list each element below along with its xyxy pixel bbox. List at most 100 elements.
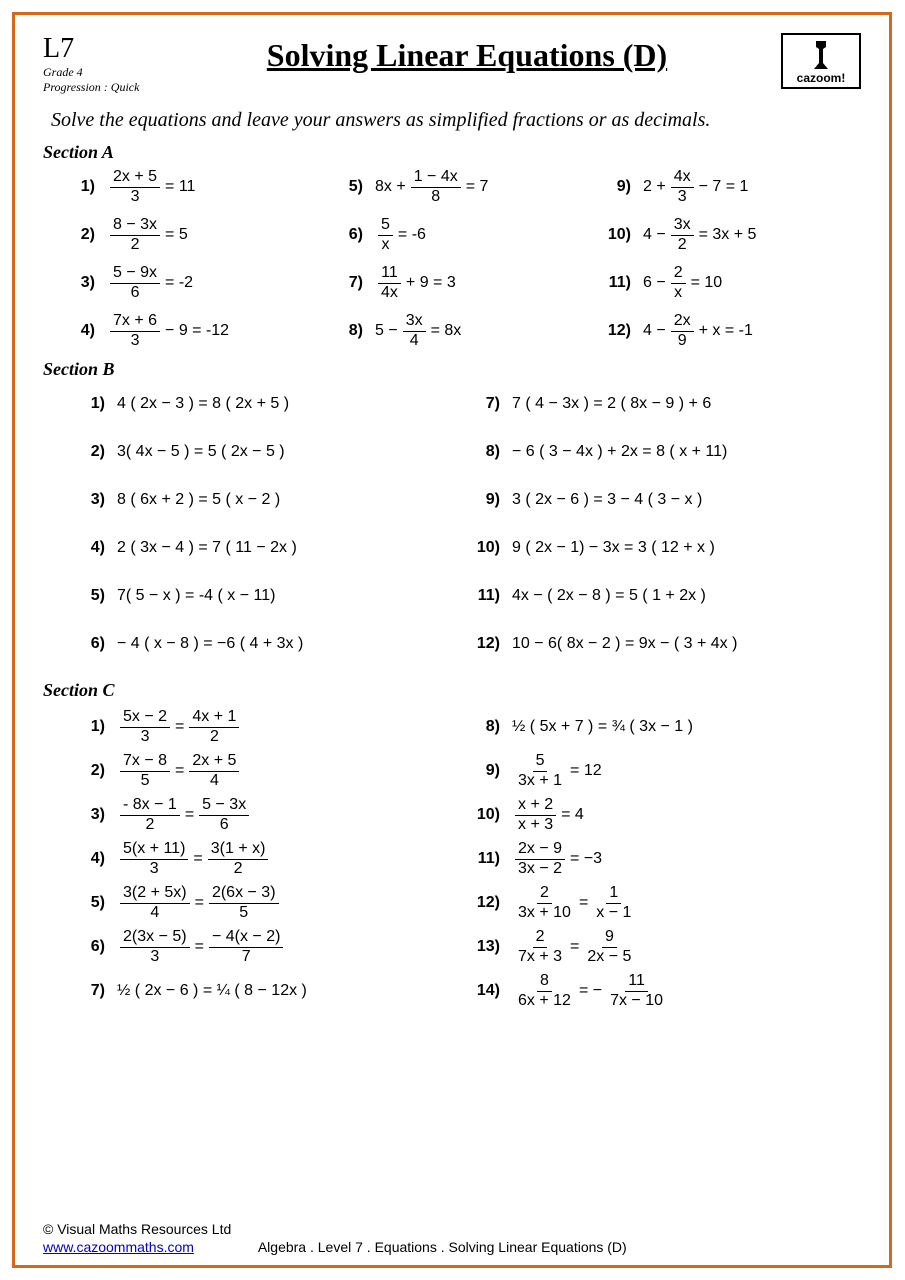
problem-number: 13) (466, 938, 500, 956)
problem: 6)2(3x − 5)3 = − 4(x − 2)7 (71, 925, 466, 969)
problem-equation: 114x+ 9 = 3 (375, 265, 456, 302)
page-title: Solving Linear Equations (D) (153, 37, 781, 74)
problem-equation: 86x + 12 = −117x − 10 (512, 973, 669, 1010)
problem: 12) 10 − 6( 8x − 2 ) = 9x − ( 3 + 4x ) (466, 624, 861, 664)
problem-number: 11) (466, 850, 500, 868)
problem-equation: 2x + 53= 11 (107, 169, 195, 206)
problem-number: 9) (597, 178, 631, 196)
logo-text: cazoom! (797, 71, 846, 85)
problem-number: 9) (466, 762, 500, 780)
problem-equation: 5x= -6 (375, 217, 426, 254)
problem-number: 4) (71, 850, 105, 868)
problem-equation: ½ ( 5x + 7 ) = ¾ ( 3x − 1 ) (512, 718, 693, 736)
problem-equation: 4 −2x9+ x = -1 (643, 313, 753, 350)
problem-number: 9) (466, 491, 500, 509)
problem-equation: 5 −3x4= 8x (375, 313, 461, 350)
problem-equation: 3(2 + 5x)4 = 2(6x − 3)5 (117, 885, 282, 922)
problem-number: 10) (466, 539, 500, 557)
problem-equation: 53x + 1= 12 (512, 753, 602, 790)
problem-number: 6) (71, 635, 105, 653)
problem-number: 8) (329, 322, 363, 340)
problem: 3)5 − 9x6= -2 (61, 263, 325, 303)
grade-label: Grade 4 (43, 65, 153, 80)
problem-equation: 2x − 93x − 2= −3 (512, 841, 602, 878)
problem-number: 5) (71, 587, 105, 605)
problem-number: 2) (61, 226, 95, 244)
problem-equation: 23x + 10 = 1x − 1 (512, 885, 637, 922)
problem: 3) - 8x − 12 = 5 − 3x6 (71, 793, 466, 837)
problem-number: 3) (71, 806, 105, 824)
problem: 10)4 −3x2= 3x + 5 (597, 215, 861, 255)
problem-equation: ½ ( 2x − 6 ) = ¼ ( 8 − 12x ) (117, 982, 307, 1000)
problem-number: 11) (466, 587, 500, 605)
problem: 4) 5(x + 11)3 = 3(1 + x)2 (71, 837, 466, 881)
section-b-grid: 1)4 ( 2x − 3 ) = 8 ( 2x + 5 )7) 7 ( 4 − 3… (71, 384, 861, 664)
problem-number: 7) (329, 274, 363, 292)
problem-number: 6) (329, 226, 363, 244)
problem-equation: 3 ( 2x − 6 ) = 3 − 4 ( 3 − x ) (512, 491, 702, 509)
problem-number: 4) (61, 322, 95, 340)
problem: 9) 53x + 1= 12 (466, 749, 861, 793)
problem-equation: 27x + 3 = 92x − 5 (512, 929, 637, 966)
problem-equation: 3( 4x − 5 ) = 5 ( 2x − 5 ) (117, 443, 285, 461)
problem-equation: 10 − 6( 8x − 2 ) = 9x − ( 3 + 4x ) (512, 635, 737, 653)
problem: 11)4x − ( 2x − 8 ) = 5 ( 1 + 2x ) (466, 576, 861, 616)
section-a-title: Section A (43, 142, 861, 163)
problem: 4) 2 ( 3x − 4 ) = 7 ( 11 − 2x ) (71, 528, 466, 568)
worksheet-page: L7 Grade 4 Progression : Quick Solving L… (12, 12, 892, 1268)
problem-equation: 7x + 63− 9 = -12 (107, 313, 229, 350)
problem-equation: - 8x − 12 = 5 − 3x6 (117, 797, 252, 834)
problem: 12)23x + 10 = 1x − 1 (466, 881, 861, 925)
problem-equation: 2 ( 3x − 4 ) = 7 ( 11 − 2x ) (117, 539, 297, 557)
problem: 1)4 ( 2x − 3 ) = 8 ( 2x + 5 ) (71, 384, 466, 424)
section-a-grid: 1)2x + 53= 115)8x +1 − 4x8= 79)2 +4x3− 7… (61, 167, 861, 351)
problem: 13) 27x + 3 = 92x − 5 (466, 925, 861, 969)
problem: 1)5x − 23 = 4x + 12 (71, 705, 466, 749)
problem: 7) 7 ( 4 − 3x ) = 2 ( 8x − 9 ) + 6 (466, 384, 861, 424)
problem-number: 12) (597, 322, 631, 340)
problem: 7) ½ ( 2x − 6 ) = ¼ ( 8 − 12x ) (71, 969, 466, 1013)
problem-number: 10) (597, 226, 631, 244)
problem-equation: 8x +1 − 4x8= 7 (375, 169, 488, 206)
problem: 2) 7x − 85 = 2x + 54 (71, 749, 466, 793)
problem: 10)x + 2x + 3= 4 (466, 793, 861, 837)
instruction: Solve the equations and leave your answe… (51, 109, 861, 132)
problem-number: 7) (71, 982, 105, 1000)
problem-number: 12) (466, 635, 500, 653)
header: L7 Grade 4 Progression : Quick Solving L… (43, 33, 861, 95)
problem: 8) − 6 ( 3 − 4x ) + 2x = 8 ( x + 11) (466, 432, 861, 472)
section-c-title: Section C (43, 680, 861, 701)
problem-equation: 8 ( 6x + 2 ) = 5 ( x − 2 ) (117, 491, 280, 509)
problem-number: 10) (466, 806, 500, 824)
problem-equation: 5x − 23 = 4x + 12 (117, 709, 242, 746)
problem-number: 14) (466, 982, 500, 1000)
problem-number: 7) (466, 395, 500, 413)
problem: 10)9 ( 2x − 1) − 3x = 3 ( 12 + x ) (466, 528, 861, 568)
problem-number: 8) (466, 718, 500, 736)
problem: 4) 7x + 63− 9 = -12 (61, 311, 325, 351)
problem: 7) 114x+ 9 = 3 (329, 263, 593, 303)
problem-equation: 5(x + 11)3 = 3(1 + x)2 (117, 841, 271, 878)
problem-number: 4) (71, 539, 105, 557)
problem: 6)− 4 ( x − 8 ) = −6 ( 4 + 3x ) (71, 624, 466, 664)
problem-equation: 7 ( 4 − 3x ) = 2 ( 8x − 9 ) + 6 (512, 395, 711, 413)
footer: © Visual Maths Resources Ltd www.cazoomm… (43, 1221, 861, 1255)
copyright: © Visual Maths Resources Ltd (43, 1221, 861, 1237)
logo: cazoom! (781, 33, 861, 89)
problem-number: 1) (71, 395, 105, 413)
problem: 11)6 −2x= 10 (597, 263, 861, 303)
problem-number: 2) (71, 762, 105, 780)
section-c-right-col: 8) ½ ( 5x + 7 ) = ¾ ( 3x − 1 ) 9) 53x + 1= … (466, 705, 861, 1013)
problem: 2)8 − 3x2= 5 (61, 215, 325, 255)
problem-number: 2) (71, 443, 105, 461)
footer-url[interactable]: www.cazoommaths.com (43, 1239, 194, 1255)
problem: 9) 3 ( 2x − 6 ) = 3 − 4 ( 3 − x ) (466, 480, 861, 520)
problem-number: 6) (71, 938, 105, 956)
problem-number: 1) (61, 178, 95, 196)
problem-equation: 5 − 9x6= -2 (107, 265, 193, 302)
problem-equation: 7x − 85 = 2x + 54 (117, 753, 242, 790)
problem-number: 3) (71, 491, 105, 509)
problem: 1) 2x + 53= 11 (61, 167, 325, 207)
problem-number: 8) (466, 443, 500, 461)
problem-equation: − 6 ( 3 − 4x ) + 2x = 8 ( x + 11) (512, 443, 727, 461)
